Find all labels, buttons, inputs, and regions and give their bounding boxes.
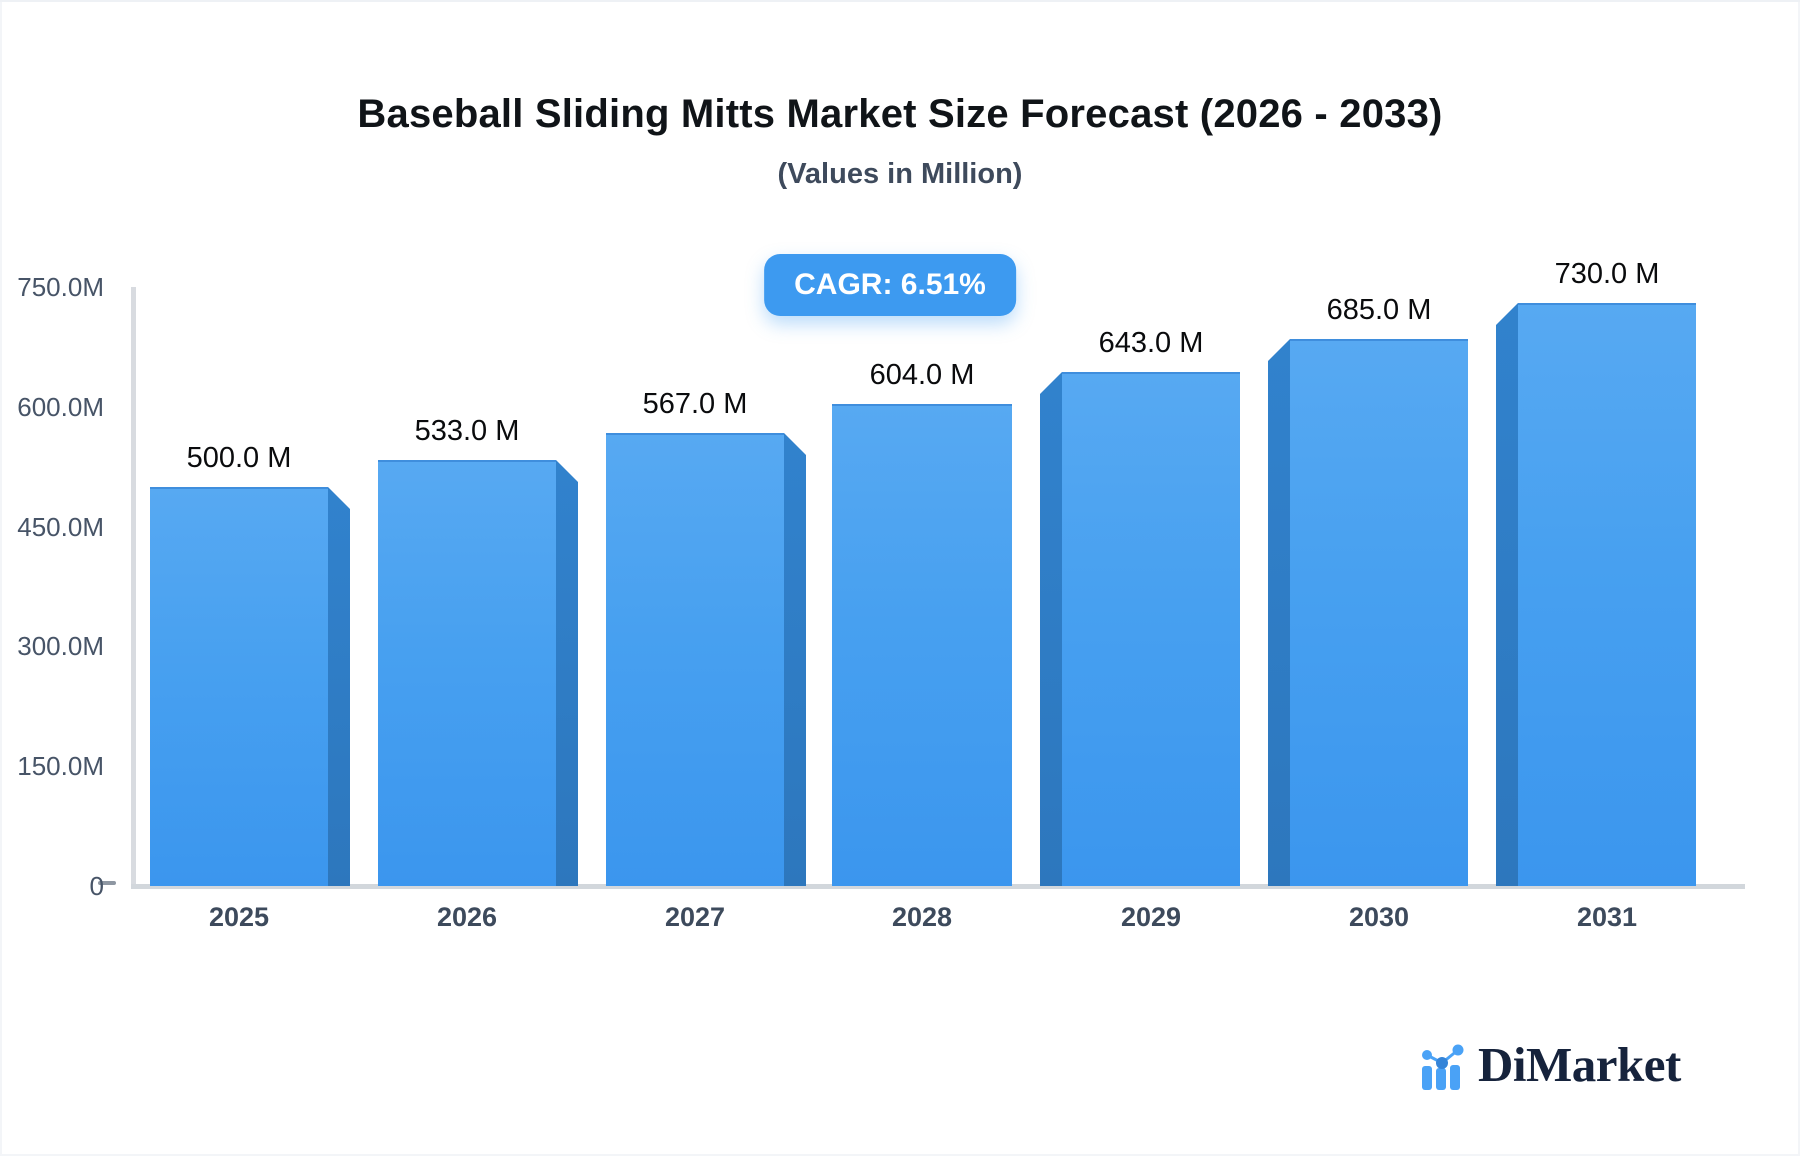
page-top-border [0, 0, 1800, 2]
y-tick-label: 150.0M [17, 751, 104, 782]
x-tick-label-2029: 2029 [1120, 902, 1182, 932]
x-tick-label-2028: 2028 [891, 902, 953, 932]
bar-value-label: 604.0 M [869, 359, 975, 391]
bar-value-label: 567.0 M [642, 388, 748, 420]
x-tick-label-2031: 2031 [1576, 902, 1638, 932]
bar-value-label: 643.0 M [1098, 327, 1204, 359]
brand-name: DiMarket [1478, 1037, 1681, 1092]
bar-value-label: 730.0 M [1554, 258, 1660, 290]
bar-2030[interactable] [1290, 339, 1468, 886]
y-axis-line [131, 287, 136, 889]
bar-side-face-2025 [328, 487, 350, 886]
y-tick-label: 300.0M [17, 631, 104, 662]
bar-side-face-2026 [556, 460, 578, 886]
bar-side-face-2030 [1268, 339, 1290, 886]
chart-subtitle: (Values in Million) [777, 158, 1023, 190]
bar-2028[interactable] [832, 404, 1012, 886]
bar-side-face-2031 [1496, 303, 1518, 886]
x-axis-line [131, 884, 1745, 889]
y-tick-label: 750.0M [17, 272, 104, 302]
x-tick-label-2026: 2026 [436, 902, 498, 932]
y-tick-label: 600.0M [17, 391, 104, 422]
bar-value-label: 685.0 M [1326, 294, 1432, 326]
bar-2027[interactable] [606, 433, 784, 886]
bar-value-label: 533.0 M [414, 415, 520, 447]
x-tick-label-2025: 2025 [208, 902, 270, 932]
chart-title: Baseball Sliding Mitts Market Size Forec… [357, 92, 1443, 136]
bar-2029[interactable] [1062, 372, 1240, 886]
x-tick-label-2027: 2027 [664, 902, 726, 932]
bar-side-face-2027 [784, 433, 806, 886]
cagr-badge: CAGR: 6.51% [764, 254, 1016, 316]
bar-2026[interactable] [378, 460, 556, 886]
bar-value-label: 500.0 M [186, 442, 292, 474]
x-tick-label-2030: 2030 [1348, 902, 1410, 932]
y-tick-label: 0 [89, 871, 104, 901]
zero-tick-mark [98, 881, 116, 885]
bar-2025[interactable] [150, 487, 328, 886]
brand-footer: DiMarket [1418, 1040, 1681, 1090]
dimarket-logo-icon [1422, 1044, 1464, 1090]
bar-2031[interactable] [1518, 303, 1696, 886]
bar-side-face-2029 [1040, 372, 1062, 886]
y-tick-label: 450.0M [17, 511, 104, 542]
